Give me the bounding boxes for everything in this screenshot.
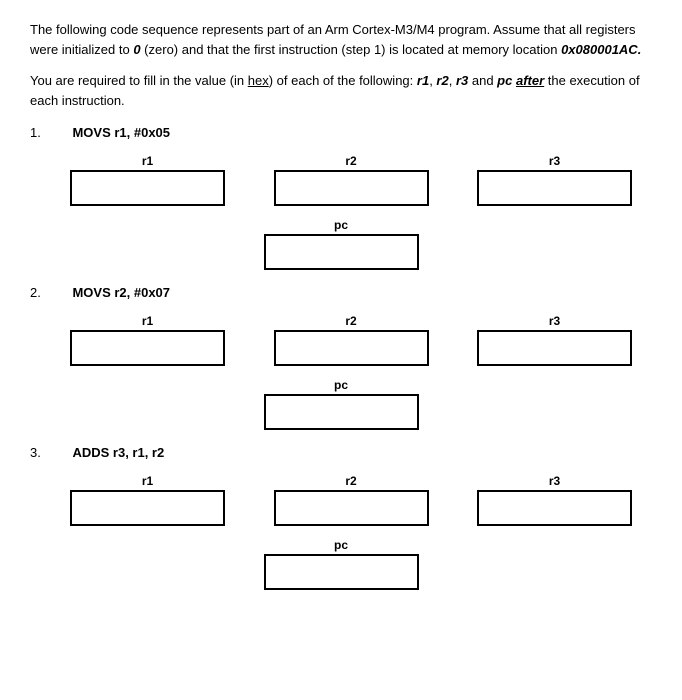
step-3-pc-box[interactable] <box>264 554 419 590</box>
para2-hex: hex <box>248 73 269 88</box>
step-1-r2-group: r2 <box>274 154 429 206</box>
step-2-r3-box[interactable] <box>477 330 632 366</box>
step-2-r2-label: r2 <box>345 314 356 328</box>
step-1-r1-group: r1 <box>70 154 225 206</box>
step-3-r1-group: r1 <box>70 474 225 526</box>
step-2-r2-box[interactable] <box>274 330 429 366</box>
step-1-r3-label: r3 <box>549 154 560 168</box>
step-3-pc-row: pc <box>30 538 652 590</box>
step-3-r2-box[interactable] <box>274 490 429 526</box>
step-1-instruction: MOVS r1, #0x05 <box>72 125 170 140</box>
step-2-header: 2. MOVS r2, #0x07 <box>30 284 652 302</box>
step-3-header: 3. ADDS r3, r1, r2 <box>30 444 652 462</box>
step-2-r1-group: r1 <box>70 314 225 366</box>
step-3-r2-group: r2 <box>274 474 429 526</box>
step-1-r2-box[interactable] <box>274 170 429 206</box>
para2-text-c: ) of each of the following: <box>269 73 417 88</box>
para2-text-g: , <box>449 73 456 88</box>
step-1-r3-group: r3 <box>477 154 632 206</box>
step-2-r1-label: r1 <box>142 314 153 328</box>
step-3-r3-group: r3 <box>477 474 632 526</box>
step-1-pc-label: pc <box>334 218 348 232</box>
step-2-r3-group: r3 <box>477 314 632 366</box>
step-1-header: 1. MOVS r1, #0x05 <box>30 124 652 142</box>
step-3-r1-box[interactable] <box>70 490 225 526</box>
step-2-pc-label: pc <box>334 378 348 392</box>
step-1-number: 1. <box>30 125 68 140</box>
step-3-registers-row: r1 r2 r3 <box>30 474 652 526</box>
step-3-r3-box[interactable] <box>477 490 632 526</box>
step-3-number: 3. <box>30 445 68 460</box>
para1-zero: 0 <box>133 42 140 57</box>
step-2-r2-group: r2 <box>274 314 429 366</box>
para2-r1: r1 <box>417 73 429 88</box>
step-2-instruction: MOVS r2, #0x07 <box>72 285 170 300</box>
para2-r2: r2 <box>436 73 448 88</box>
step-1-pc-row: pc <box>30 218 652 270</box>
step-3-r2-label: r2 <box>345 474 356 488</box>
para1-memloc: 0x080001AC. <box>561 42 641 57</box>
step-2-r1-box[interactable] <box>70 330 225 366</box>
para2-text-a: You are required to fill in the value (i… <box>30 73 248 88</box>
step-3-r1-label: r1 <box>142 474 153 488</box>
para2-text-i: and <box>468 73 497 88</box>
step-3-pc-label: pc <box>334 538 348 552</box>
para2-pc: pc <box>497 73 512 88</box>
step-3-pc-group: pc <box>264 538 419 590</box>
step-2-r3-label: r3 <box>549 314 560 328</box>
step-2-pc-row: pc <box>30 378 652 430</box>
step-2-pc-box[interactable] <box>264 394 419 430</box>
step-1-r3-box[interactable] <box>477 170 632 206</box>
step-3-r3-label: r3 <box>549 474 560 488</box>
step-1-pc-box[interactable] <box>264 234 419 270</box>
step-1-r1-label: r1 <box>142 154 153 168</box>
step-1-r2-label: r2 <box>345 154 356 168</box>
step-1-registers-row: r1 r2 r3 <box>30 154 652 206</box>
para2-after: after <box>516 73 544 88</box>
step-1-r1-box[interactable] <box>70 170 225 206</box>
intro-paragraph-2: You are required to fill in the value (i… <box>30 71 652 110</box>
step-2-number: 2. <box>30 285 68 300</box>
para2-r3: r3 <box>456 73 468 88</box>
step-1-pc-group: pc <box>264 218 419 270</box>
step-2-registers-row: r1 r2 r3 <box>30 314 652 366</box>
step-2-pc-group: pc <box>264 378 419 430</box>
step-3-instruction: ADDS r3, r1, r2 <box>72 445 164 460</box>
intro-paragraph-1: The following code sequence represents p… <box>30 20 652 59</box>
para1-text-c: (zero) and that the first instruction (s… <box>141 42 562 57</box>
